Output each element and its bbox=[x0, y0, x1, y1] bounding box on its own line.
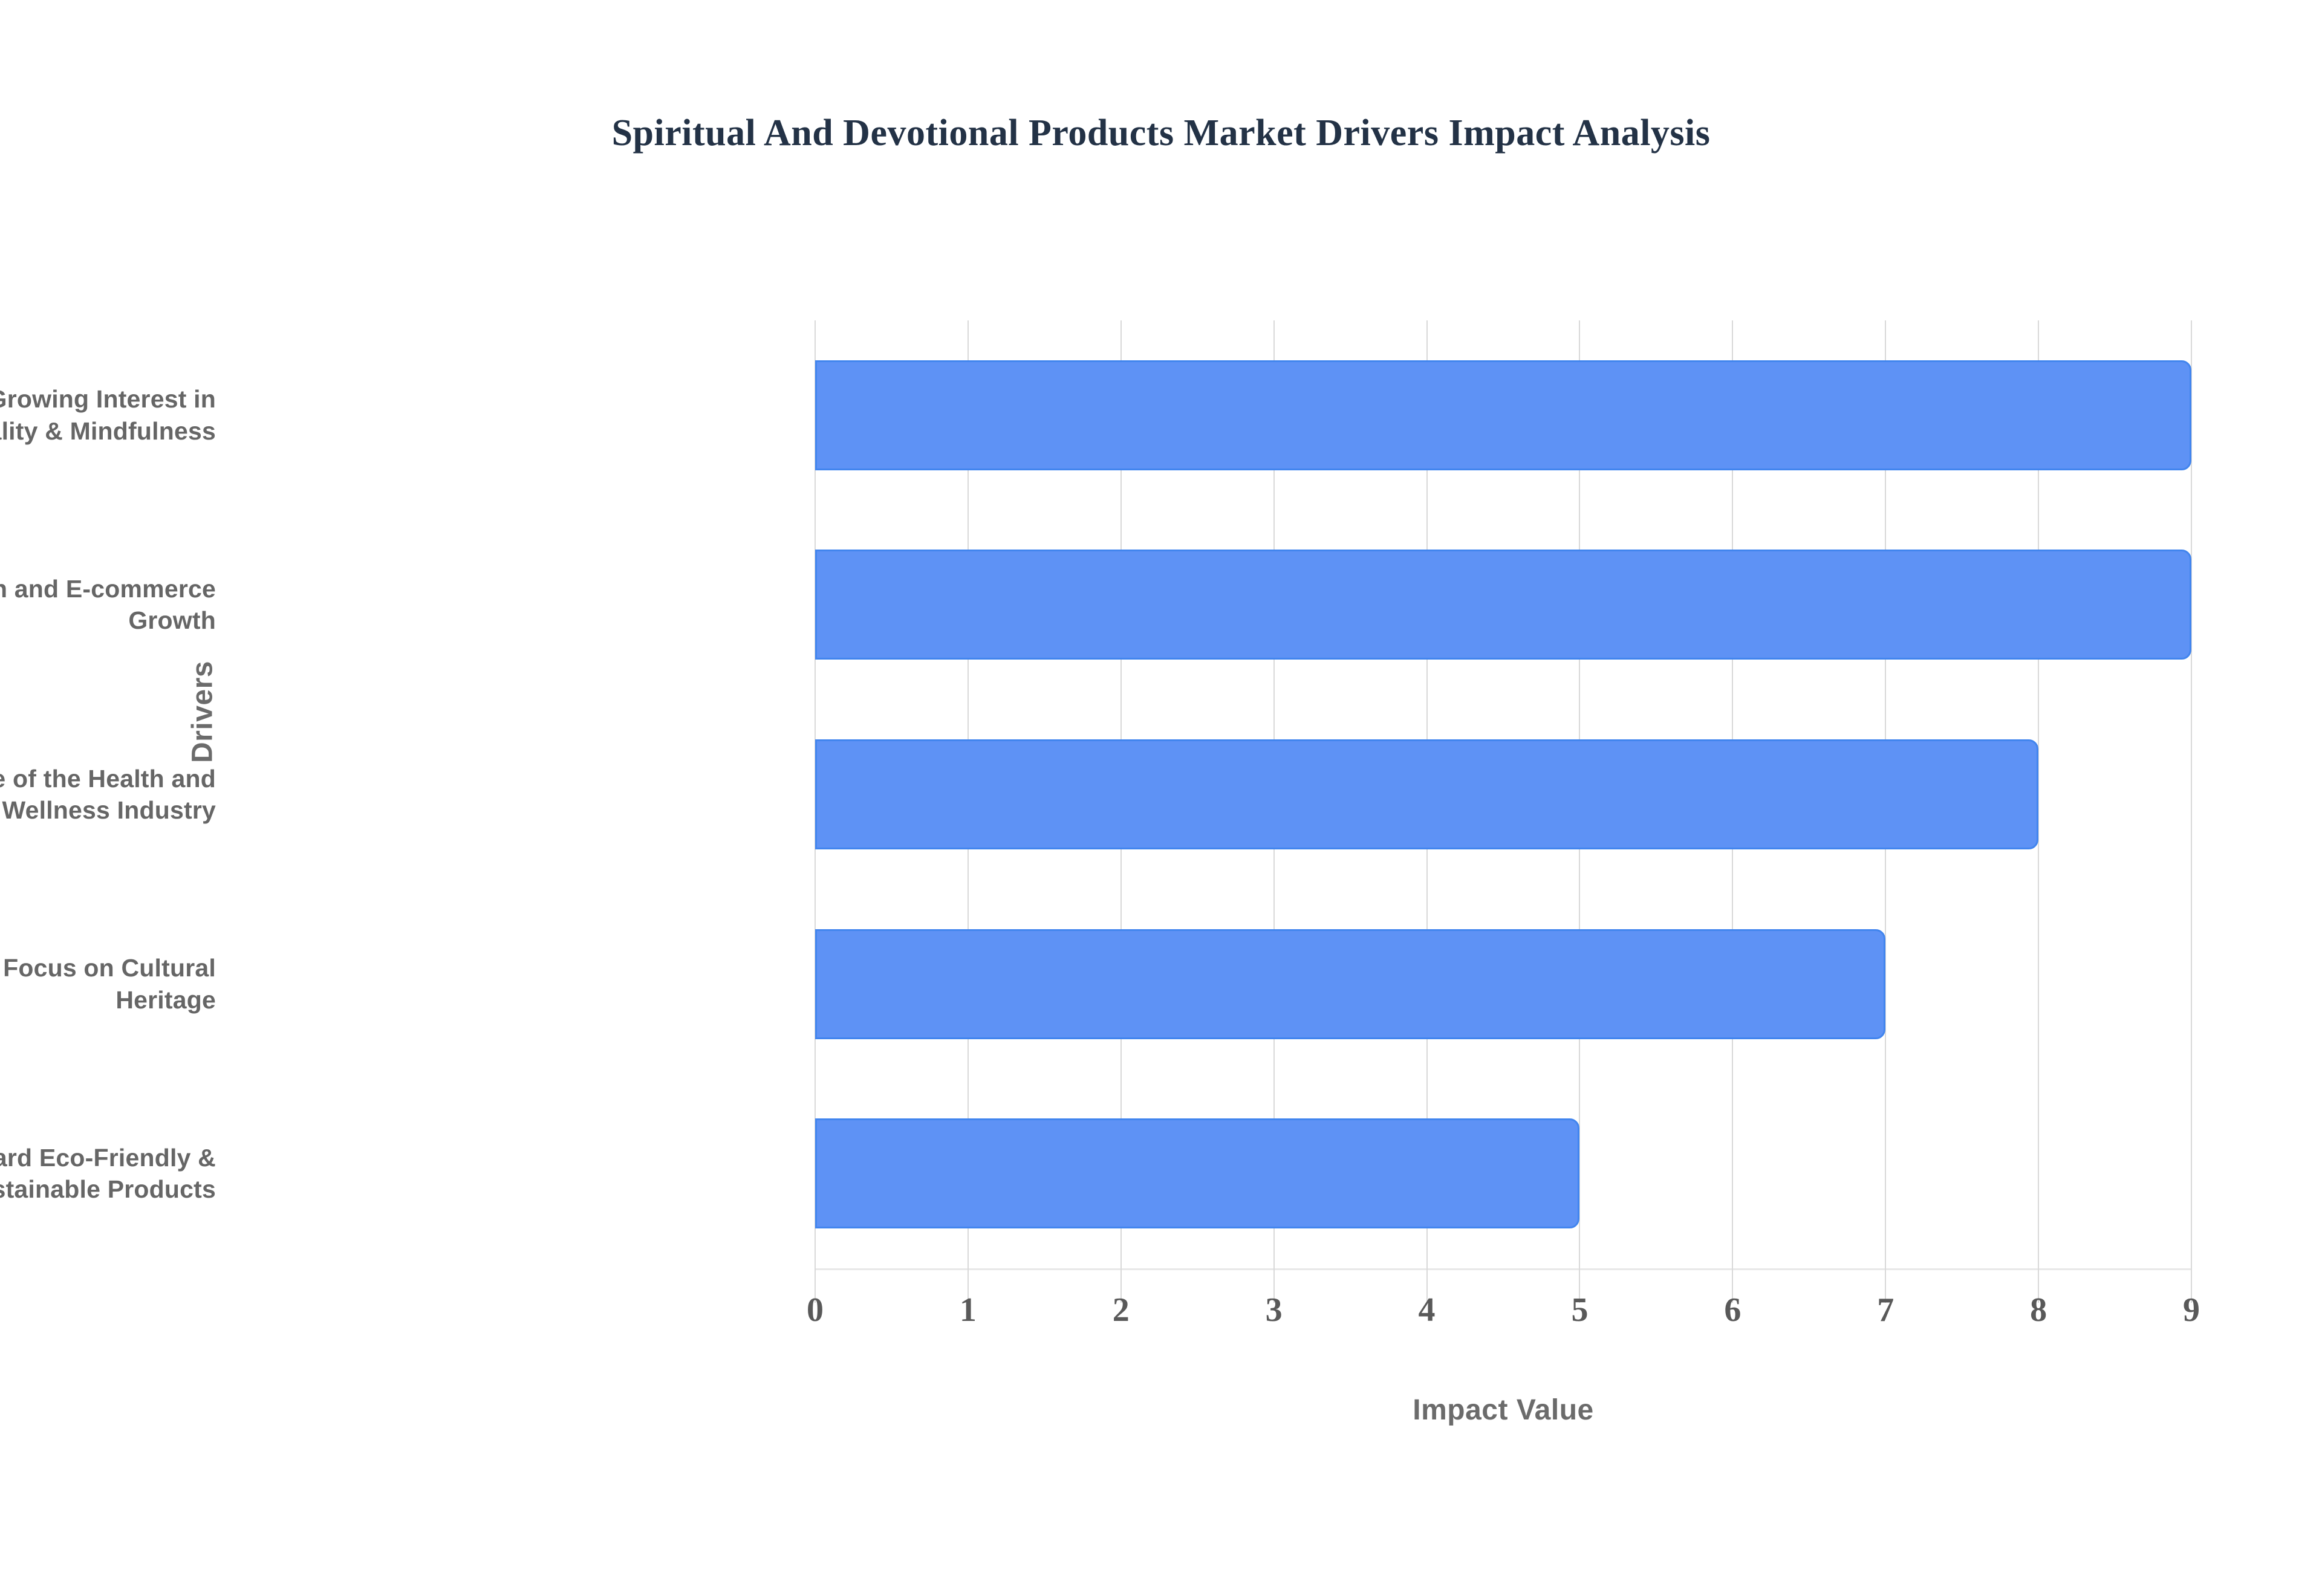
y-tick-label-line: Sustainable Products bbox=[0, 1175, 216, 1204]
x-tick-label: 4 bbox=[1418, 1291, 1436, 1329]
x-tick-label: 3 bbox=[1265, 1291, 1283, 1329]
y-tick-label: Shift Toward Eco-Friendly & Sustainable P… bbox=[0, 1142, 216, 1205]
y-tick-label-line: Growing Interest in bbox=[0, 385, 216, 414]
bar bbox=[815, 929, 1886, 1039]
y-tick-label: Rise of the Health and Wellness Industry bbox=[0, 763, 216, 826]
y-tick-label-line: Wellness Industry bbox=[2, 796, 216, 824]
x-tick-label: 9 bbox=[2183, 1291, 2200, 1329]
y-tick-label: Digitalization and E-commerce Growth bbox=[0, 573, 216, 637]
x-tick-label: 0 bbox=[807, 1291, 824, 1329]
plot-area bbox=[815, 320, 2192, 1303]
y-tick-label-line: Heritage bbox=[115, 985, 216, 1014]
bar bbox=[815, 550, 2191, 660]
x-axis-title: Impact Value bbox=[1413, 1394, 1594, 1426]
axis-baseline bbox=[815, 1268, 2191, 1270]
y-tick-label: Increasing Focus on Cultural Heritage bbox=[0, 952, 216, 1016]
y-tick-label: Growing Interest in Spirituality & Mindfu… bbox=[0, 383, 216, 447]
chart-title: Spiritual And Devotional Products Market… bbox=[611, 112, 1711, 154]
x-tick-label: 2 bbox=[1112, 1291, 1130, 1329]
x-tick-label: 6 bbox=[1724, 1291, 1742, 1329]
y-tick-label-line: Growth bbox=[128, 606, 216, 635]
x-tick-label: 5 bbox=[1571, 1291, 1589, 1329]
gridline bbox=[2038, 320, 2040, 1303]
bar bbox=[815, 360, 2191, 470]
bar bbox=[815, 739, 2039, 849]
y-tick-label-line: Rise of the Health and bbox=[0, 764, 216, 793]
y-tick-label-line: Increasing Focus on Cultural bbox=[0, 954, 216, 982]
x-tick-label: 1 bbox=[959, 1291, 977, 1329]
x-tick-label: 8 bbox=[2030, 1291, 2047, 1329]
bar bbox=[815, 1118, 1580, 1229]
y-tick-label-line: Digitalization and E-commerce bbox=[0, 574, 216, 603]
y-tick-label-line: Spirituality & Mindfulness bbox=[0, 417, 216, 445]
y-tick-label-line: Shift Toward Eco-Friendly & bbox=[0, 1143, 216, 1172]
x-tick-label: 7 bbox=[1877, 1291, 1894, 1329]
gridline bbox=[2191, 320, 2192, 1303]
